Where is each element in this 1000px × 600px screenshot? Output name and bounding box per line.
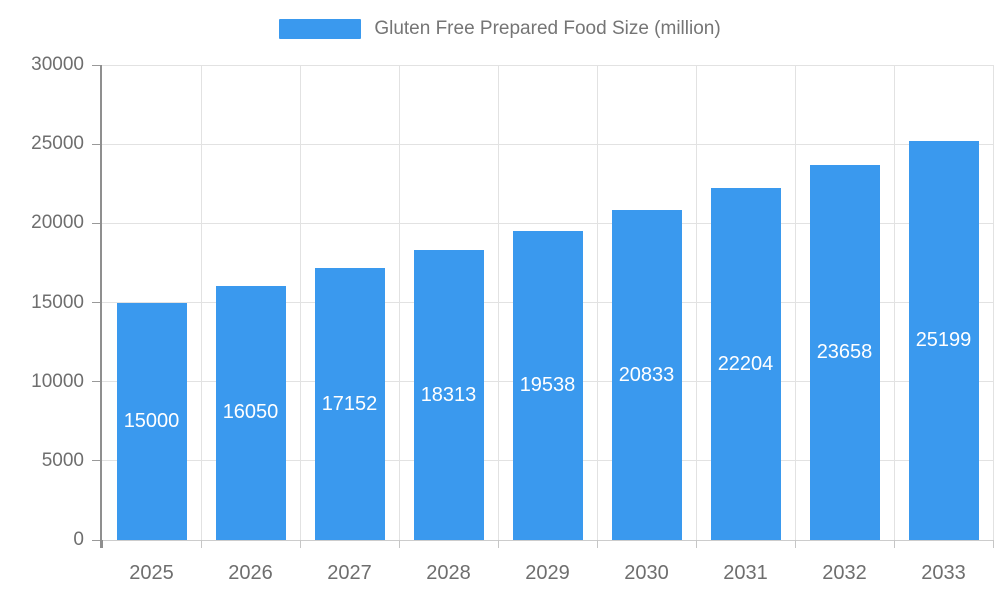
x-tick-8 — [893, 540, 895, 548]
legend-swatch-icon — [279, 19, 362, 39]
bar-2031[interactable]: 22204 — [710, 188, 781, 540]
x-axis-label-2030: 2030 — [624, 562, 669, 584]
gridline-y-0 — [102, 539, 993, 541]
y-axis-label-30000: 30000 — [31, 54, 84, 75]
bar-2028[interactable]: 18313 — [413, 250, 484, 540]
y-axis-label-5000: 5000 — [41, 449, 84, 471]
x-tick-0 — [101, 540, 103, 548]
y-axis-label-25000: 25000 — [31, 133, 84, 155]
bar-2030[interactable]: 20833 — [611, 210, 682, 540]
bar-value-label-2031: 22204 — [717, 352, 774, 375]
x-axis-label-2031: 2031 — [723, 562, 768, 584]
bar-value-label-2026: 16050 — [222, 401, 279, 424]
gridline-y-25000 — [102, 143, 993, 145]
bar-2025[interactable]: 15000 — [116, 302, 187, 540]
legend-label: Gluten Free Prepared Food Size (million) — [374, 18, 721, 39]
gridline-x-boundary-7 — [794, 65, 796, 540]
x-axis-label-2028: 2028 — [426, 562, 471, 584]
gridline-x-boundary-8 — [893, 65, 895, 540]
y-tick-15000 — [92, 302, 100, 303]
x-tick-1 — [200, 540, 202, 548]
y-axis-label-0: 0 — [73, 529, 84, 550]
y-tick-10000 — [92, 381, 100, 383]
bar-value-label-2032: 23658 — [816, 341, 873, 364]
bar-value-label-2030: 20833 — [618, 363, 675, 386]
bar-2027[interactable]: 17152 — [314, 268, 385, 540]
x-axis-label-2025: 2025 — [129, 562, 174, 584]
y-tick-0 — [92, 539, 100, 541]
x-tick-5 — [596, 540, 598, 548]
bar-value-label-2025: 15000 — [123, 409, 180, 432]
bar-2029[interactable]: 19538 — [512, 230, 583, 540]
gridline-x-boundary-6 — [695, 65, 697, 540]
bar-2032[interactable]: 23658 — [809, 165, 880, 540]
gridline-x-boundary-9 — [992, 65, 994, 540]
bar-value-label-2033: 25199 — [915, 329, 972, 352]
bar-value-label-2027: 17152 — [321, 392, 378, 415]
bar-value-label-2029: 19538 — [519, 373, 576, 396]
x-axis-label-2032: 2032 — [822, 562, 867, 584]
y-axis-label-20000: 20000 — [31, 212, 84, 234]
x-axis-label-2027: 2027 — [327, 562, 372, 584]
gridline-x-boundary-3 — [398, 65, 400, 540]
y-tick-25000 — [92, 143, 100, 145]
x-axis-label-2029: 2029 — [525, 562, 570, 584]
gridline-y-30000 — [102, 64, 993, 66]
x-tick-9 — [992, 540, 994, 548]
plot-area: 15000 16050 17152 18313 19538 20833 22204 23658… — [92, 64, 994, 548]
x-tick-6 — [695, 540, 697, 548]
bar-2033[interactable]: 25199 — [908, 141, 979, 540]
x-tick-4 — [497, 540, 499, 548]
gridline-x-boundary-4 — [497, 65, 499, 540]
y-tick-20000 — [92, 222, 100, 224]
x-tick-3 — [398, 540, 400, 548]
y-axis-label-10000: 10000 — [31, 370, 84, 392]
gridline-x-boundary-2 — [299, 65, 301, 540]
y-axis-line — [100, 65, 102, 548]
bar-value-label-2028: 18313 — [420, 383, 477, 406]
y-tick-30000 — [92, 64, 100, 66]
gridline-x-boundary-5 — [596, 65, 598, 540]
y-axis-label-15000: 15000 — [31, 291, 84, 313]
x-axis-label-2033: 2033 — [921, 562, 966, 584]
x-tick-7 — [794, 540, 796, 548]
gridline-x-boundary-1 — [200, 65, 202, 540]
bar-2026[interactable]: 16050 — [215, 285, 286, 540]
x-axis-label-2026: 2026 — [228, 562, 273, 584]
x-tick-2 — [299, 540, 301, 548]
chart-legend[interactable]: Gluten Free Prepared Food Size (million) — [0, 18, 1000, 40]
gridline-y-20000 — [102, 222, 993, 224]
y-tick-5000 — [92, 460, 100, 462]
